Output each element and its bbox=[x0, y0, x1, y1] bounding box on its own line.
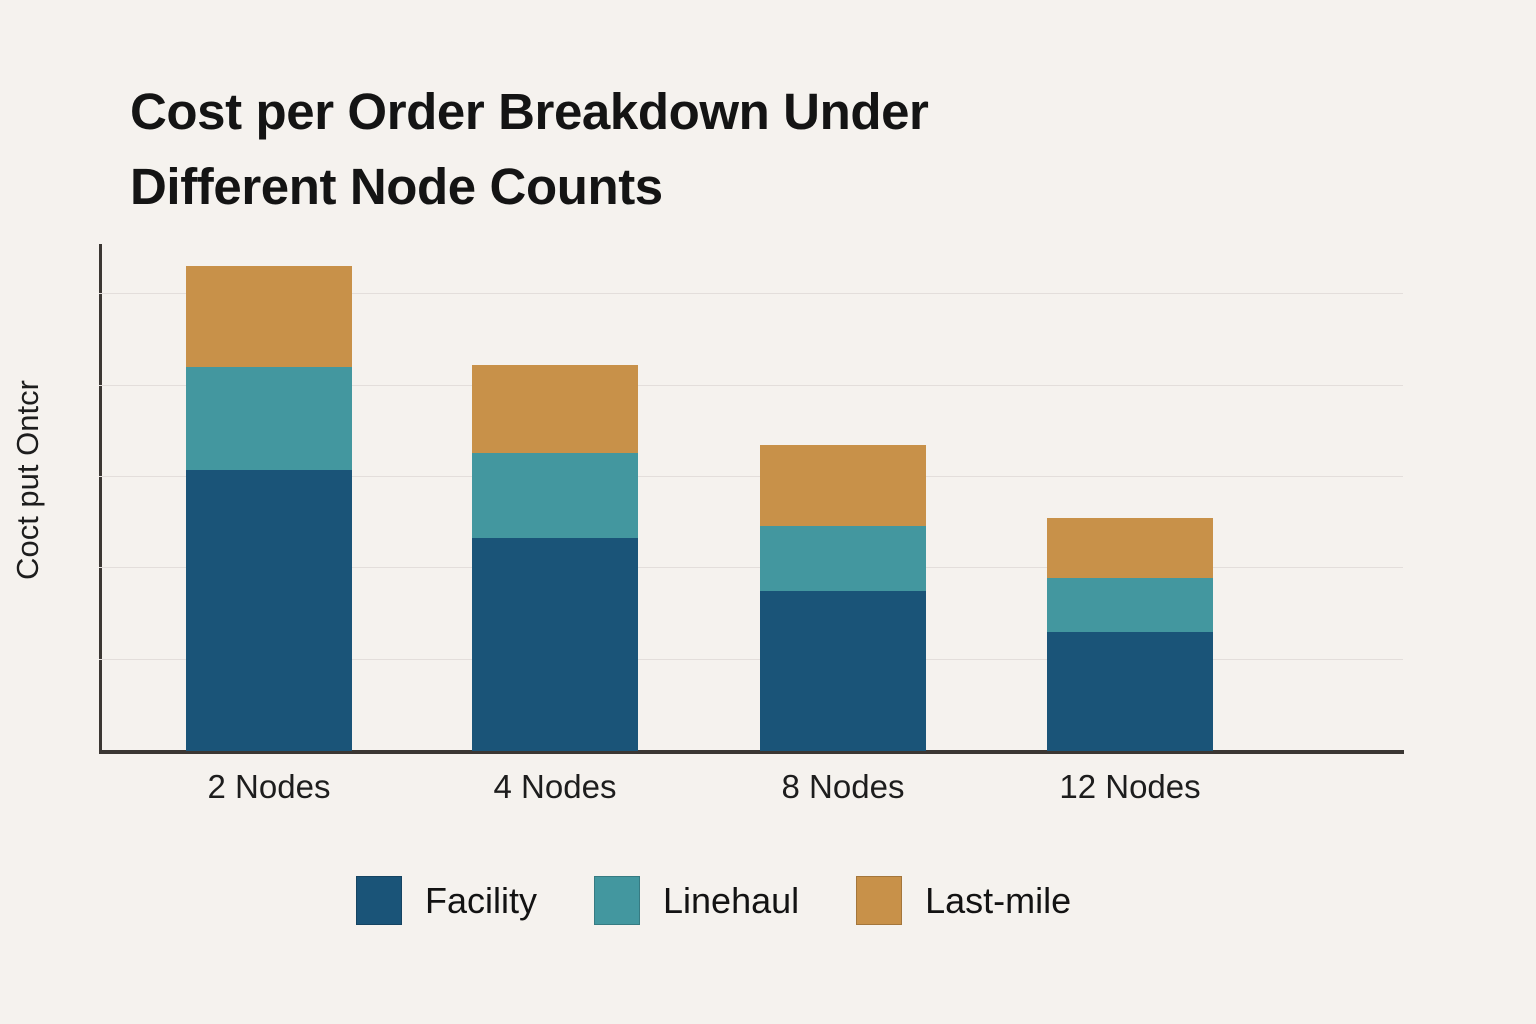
legend-item-last-mile[interactable]: Last-mile bbox=[856, 876, 1071, 925]
bar-stack[interactable] bbox=[186, 265, 352, 751]
bar-stack[interactable] bbox=[760, 445, 926, 751]
x-tick-label-2: 4 Nodes bbox=[493, 768, 617, 805]
bar-segment-linehaul[interactable] bbox=[1047, 578, 1213, 633]
legend-item-facility[interactable]: Facility bbox=[356, 876, 537, 925]
bar-stack[interactable] bbox=[472, 365, 638, 751]
bar-segment-last-mile[interactable] bbox=[1047, 517, 1213, 579]
legend-item-linehaul[interactable]: Linehaul bbox=[594, 876, 799, 925]
bar-segment-linehaul[interactable] bbox=[472, 453, 638, 539]
bar-segment-facility[interactable] bbox=[760, 591, 926, 751]
bar-segment-last-mile[interactable] bbox=[760, 445, 926, 527]
plot-area bbox=[99, 244, 1403, 751]
bar-segment-linehaul[interactable] bbox=[760, 526, 926, 592]
legend-label: Facility bbox=[425, 879, 538, 921]
x-tick-label-4: 12 Nodes bbox=[1059, 768, 1201, 805]
bar-segment-facility[interactable] bbox=[186, 470, 352, 751]
legend-swatch-lastmile bbox=[856, 876, 903, 925]
bar-segment-last-mile[interactable] bbox=[472, 365, 638, 454]
legend-label: Last-mile bbox=[925, 879, 1072, 921]
y-axis-line bbox=[99, 244, 102, 753]
bar-segment-facility[interactable] bbox=[472, 538, 638, 751]
page-title: Cost per Order Breakdown Under Different… bbox=[130, 83, 929, 216]
bar-stack[interactable] bbox=[1047, 517, 1213, 751]
legend-swatch-facility bbox=[356, 876, 402, 925]
legend-swatch-linehaul bbox=[594, 876, 641, 925]
x-tick-label-1: 2 Nodes bbox=[207, 768, 331, 805]
y-axis-label: Coct put Ontcr bbox=[10, 380, 45, 580]
bar-segment-facility[interactable] bbox=[1047, 632, 1213, 751]
x-tick-label-3: 8 Nodes bbox=[781, 768, 905, 805]
x-axis-line bbox=[99, 750, 1404, 754]
bar-segment-last-mile[interactable] bbox=[186, 265, 352, 368]
legend-label: Linehaul bbox=[663, 879, 800, 921]
bar-segment-linehaul[interactable] bbox=[186, 367, 352, 471]
legend: Facility Linehaul Last-mile bbox=[356, 876, 1071, 925]
